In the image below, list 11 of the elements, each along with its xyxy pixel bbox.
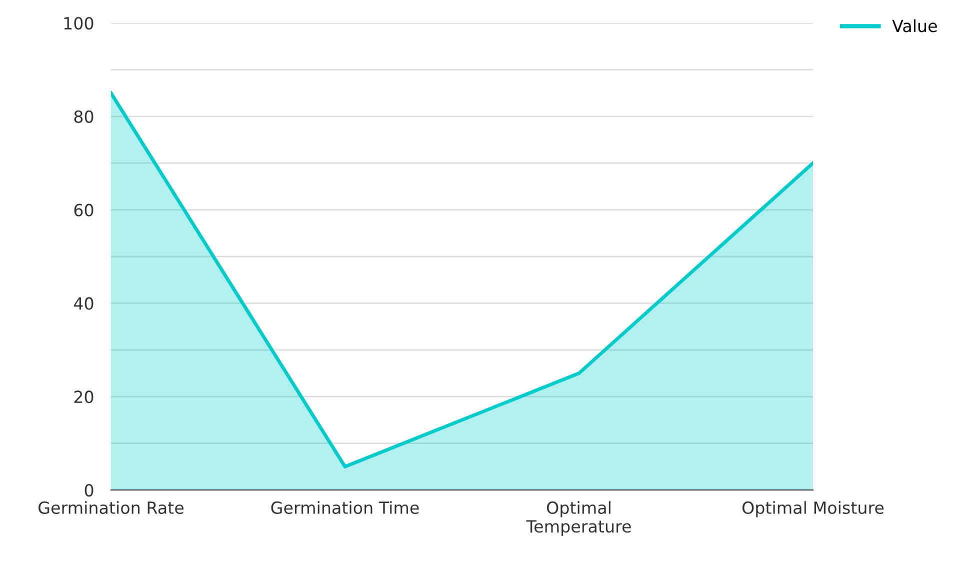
y-tick-label: 0 xyxy=(84,484,94,497)
x-tick-label: Optimal Temperature xyxy=(526,501,631,536)
x-tick-label: Germination Rate xyxy=(38,501,184,514)
y-tick-label: 40 xyxy=(74,297,94,310)
x-tick-label: Optimal Moisture xyxy=(742,501,884,518)
y-tick-label: 100 xyxy=(64,16,94,30)
x-tick-label: Germination Time xyxy=(271,501,419,514)
y-tick-label: 20 xyxy=(74,390,94,404)
legend-label: Value xyxy=(892,19,937,32)
y-tick-label: 80 xyxy=(74,110,94,123)
y-tick-label: 60 xyxy=(74,204,94,216)
